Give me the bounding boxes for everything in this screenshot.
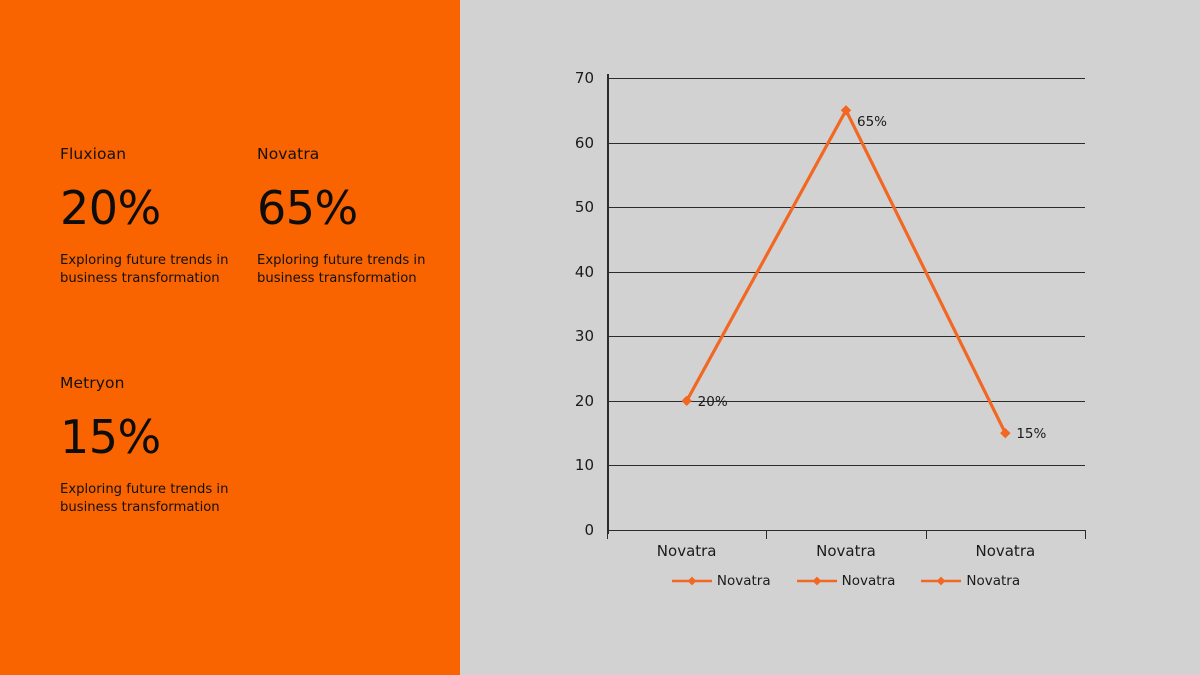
y-axis-tick-label: 40 — [574, 262, 594, 281]
data-point-label: 15% — [1016, 426, 1047, 443]
y-axis-line — [606, 74, 609, 534]
gridline — [607, 465, 1085, 467]
stat-card-description: Exploring future trends in business tran… — [60, 252, 229, 287]
stat-card-value: 15% — [60, 409, 161, 464]
legend-marker-icon — [796, 576, 837, 586]
data-point-label: 65% — [857, 114, 888, 131]
stat-card-description: Exploring future trends in business tran… — [60, 481, 229, 516]
line-chart: 0 10 20 30 40 50 60 70 Novatra Novatra Novatra 20… — [460, 0, 1200, 675]
x-axis-tick-label: Novatra — [975, 542, 1036, 560]
stat-card-description: Exploring future trends in business tran… — [257, 252, 426, 287]
chart-panel: 0 10 20 30 40 50 60 70 Novatra Novatra Novatra 20… — [460, 0, 1200, 675]
x-axis-tick-mark — [766, 530, 768, 539]
stat-card-metryon: Metryon 15% Exploring future trends in b… — [60, 374, 240, 518]
data-point-marker[interactable] — [1000, 427, 1011, 439]
y-axis-tick-label: 70 — [574, 69, 594, 87]
data-point-label: 20% — [697, 393, 728, 410]
x-axis-tick-mark — [925, 530, 927, 539]
y-axis-tick-label: 20 — [574, 391, 594, 410]
stat-card-fluxioan: Fluxioan 20% Exploring future trends in … — [60, 145, 240, 289]
legend-marker-icon — [671, 576, 712, 586]
gridline — [607, 271, 1085, 273]
series-line — [681, 105, 1011, 439]
legend-item[interactable]: Novatra — [671, 573, 771, 589]
x-axis-tick-label: Novatra — [816, 542, 876, 560]
gridline — [607, 336, 1085, 338]
stat-card-title: Fluxioan — [60, 145, 127, 163]
stat-card-title: Metryon — [60, 374, 125, 392]
y-axis-tick-label: 30 — [574, 327, 594, 346]
gridline — [607, 207, 1085, 209]
legend-label: Novatra — [716, 573, 771, 589]
y-axis-tick-label: 60 — [574, 133, 594, 152]
y-axis-tick-label: 10 — [574, 456, 594, 475]
x-axis-tick-mark — [607, 530, 608, 539]
plot-area: 0 10 20 30 40 50 60 70 Novatra Novatra Novatra 20… — [575, 69, 1086, 560]
stat-card-value: 65% — [257, 180, 358, 235]
legend-marker-icon — [921, 576, 962, 586]
series-polyline — [685, 106, 1007, 434]
x-axis-tick-label: Novatra — [656, 542, 717, 560]
x-axis-tick-mark — [1085, 530, 1086, 539]
gridline — [607, 530, 1085, 531]
y-axis-tick-label: 0 — [584, 521, 594, 539]
data-point-marker[interactable] — [840, 105, 852, 116]
legend-item[interactable]: Novatra — [796, 573, 896, 589]
stat-card-novatra: Novatra 65% Exploring future trends in b… — [257, 145, 437, 289]
chart-legend: Novatra Novatra Novatra — [607, 573, 1085, 589]
left-stats-panel: Fluxioan 20% Exploring future trends in … — [0, 0, 460, 675]
legend-label: Novatra — [966, 573, 1021, 589]
stat-card-value: 20% — [60, 180, 161, 235]
gridline — [607, 78, 1085, 79]
y-axis-tick-label: 50 — [574, 198, 594, 217]
legend-item[interactable]: Novatra — [921, 573, 1020, 589]
gridline — [607, 400, 1085, 402]
gridline — [607, 142, 1085, 144]
legend-label: Novatra — [841, 573, 896, 589]
stat-card-title: Novatra — [257, 145, 320, 163]
